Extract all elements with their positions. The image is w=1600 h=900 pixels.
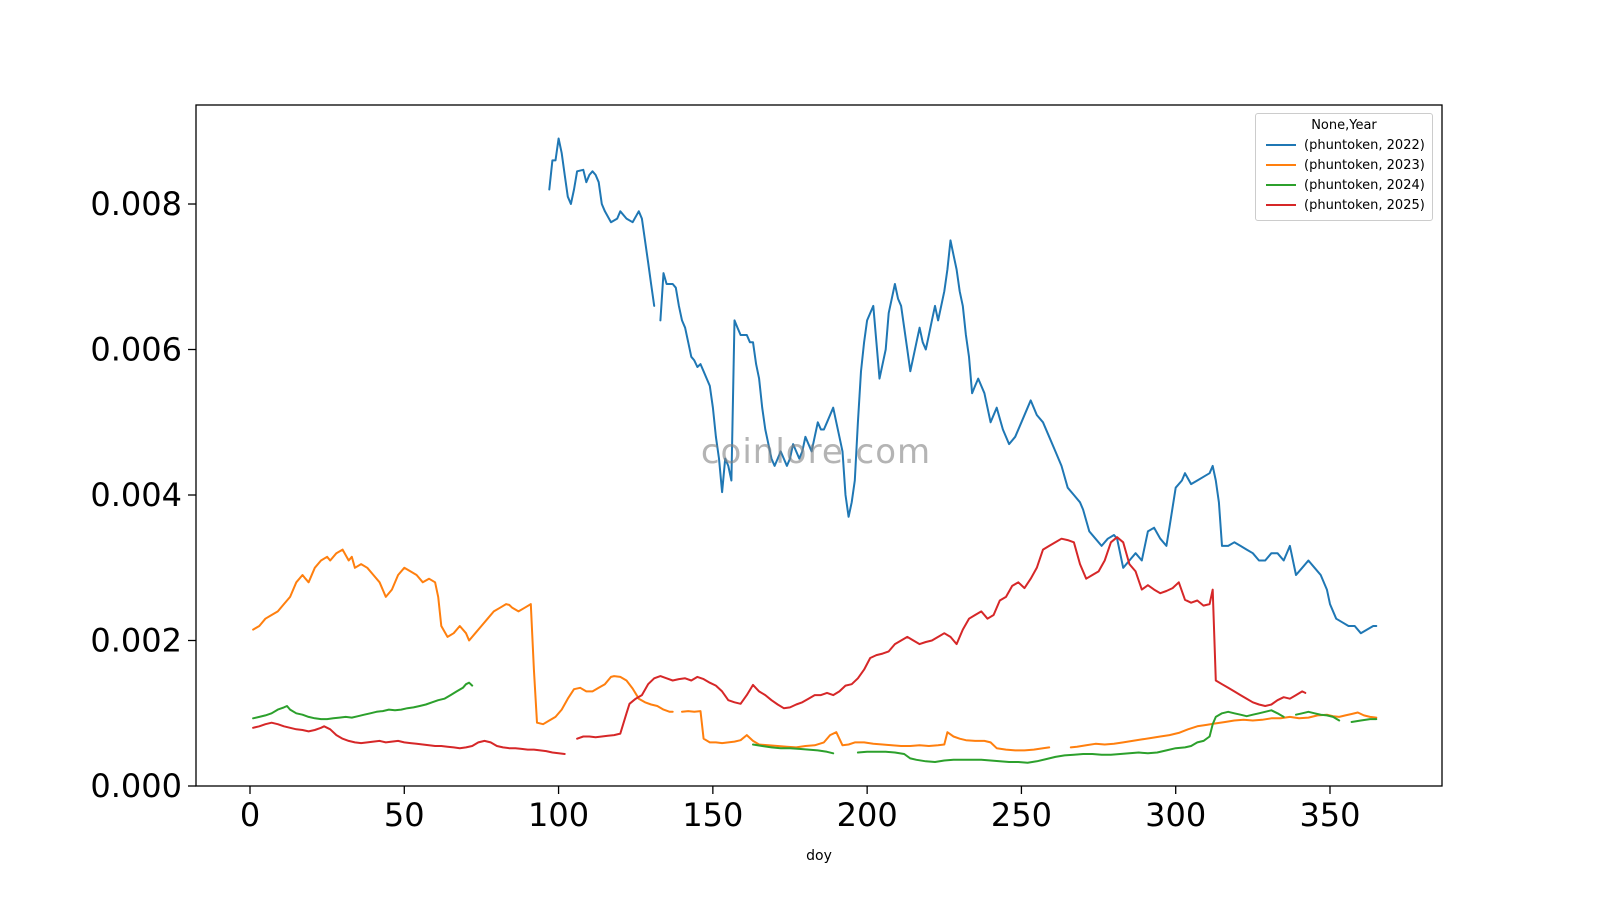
legend-entry-label: (phuntoken, 2023) (1304, 157, 1425, 173)
legend-line-swatch (1266, 204, 1296, 206)
legend-entry: (phuntoken, 2025) (1262, 195, 1426, 215)
x-axis-label: doy (806, 848, 832, 864)
legend-line-swatch (1266, 184, 1296, 186)
legend: None,Year (phuntoken, 2022) (phuntoken, 2… (1255, 113, 1433, 221)
legend-entry: (phuntoken, 2022) (1262, 135, 1426, 155)
x-tick-label: 350 (1299, 796, 1360, 834)
y-tick-label: 0.006 (90, 331, 182, 369)
legend-entry: (phuntoken, 2023) (1262, 155, 1426, 175)
y-tick-label: 0.004 (90, 476, 182, 514)
legend-entry-label: (phuntoken, 2025) (1304, 197, 1425, 213)
legend-line-swatch (1266, 164, 1296, 166)
x-tick-label: 50 (384, 796, 425, 834)
y-tick-label: 0.008 (90, 185, 182, 223)
series-line-phuntoken-2025 (252, 536, 1307, 755)
legend-entry-label: (phuntoken, 2022) (1304, 137, 1425, 153)
x-tick-label: 0 (240, 796, 260, 834)
x-tick-label: 200 (837, 796, 898, 834)
series-line-phuntoken-2022 (548, 137, 1378, 635)
axes-frame (195, 104, 1443, 787)
legend-entries: (phuntoken, 2022) (phuntoken, 2023) (phunt… (1262, 135, 1426, 215)
legend-line-swatch (1266, 144, 1296, 146)
series-line-phuntoken-2024 (252, 681, 1378, 764)
y-tick-label: 0.002 (90, 622, 182, 660)
series-line-phuntoken-2023 (252, 548, 1378, 752)
x-tick-label: 250 (991, 796, 1052, 834)
y-tick-label: 0.000 (90, 767, 182, 805)
legend-entry: (phuntoken, 2024) (1262, 175, 1426, 195)
x-tick-label: 300 (1145, 796, 1206, 834)
x-tick-label: 150 (682, 796, 743, 834)
x-tick-label: 100 (528, 796, 589, 834)
legend-entry-label: (phuntoken, 2024) (1304, 177, 1425, 193)
legend-title: None,Year (1311, 118, 1377, 133)
